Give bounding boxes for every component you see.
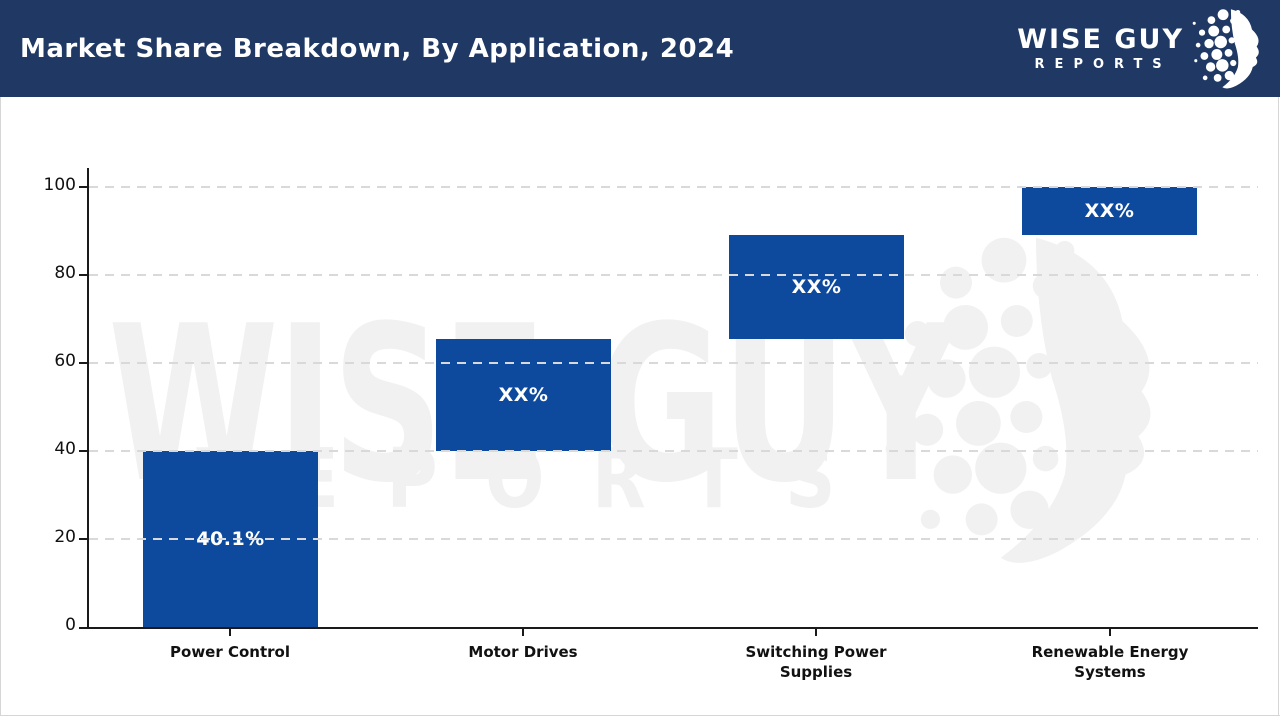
y-tick: [79, 627, 87, 629]
x-tick-label-renewable-energy-systems: Renewable Energy Systems: [1031, 643, 1189, 682]
y-axis-line: [87, 168, 89, 629]
frame-border-left: [0, 97, 1, 716]
y-tick: [79, 274, 87, 276]
logo-subtext: REPORTS: [1034, 57, 1172, 72]
wiseguy-logo: WISE GUY REPORTS: [1017, 6, 1266, 92]
bar-value-label: XX%: [791, 276, 842, 298]
y-tick-label: 0: [65, 615, 76, 635]
gridline-60: [89, 362, 1258, 364]
y-tick-label: 60: [54, 351, 76, 371]
bar-value-label: XX%: [498, 384, 549, 406]
chart-area: WISE GUY REPORTS 40.1% XX% XX%: [0, 97, 1280, 716]
gridline-20: [89, 538, 1258, 540]
logo-text: WISE GUY REPORTS: [1017, 26, 1184, 71]
x-tick: [229, 629, 231, 636]
y-tick: [79, 186, 87, 188]
wiseguy-head-icon: [1192, 8, 1259, 88]
x-tick: [522, 629, 524, 636]
y-tick-label: 40: [54, 439, 76, 459]
gridline-100: [89, 186, 1258, 188]
logo-wordmark: WISE GUY: [1017, 24, 1184, 55]
x-tick-label-switching-power-supplies: Switching Power Supplies: [745, 643, 887, 682]
frame-border-right: [1278, 97, 1279, 716]
header: Market Share Breakdown, By Application, …: [0, 0, 1280, 97]
y-tick-label: 80: [54, 263, 76, 283]
y-tick: [79, 362, 87, 364]
frame-border-bottom: [0, 715, 1280, 716]
gridline-80: [89, 274, 1258, 276]
y-tick-label: 20: [54, 527, 76, 547]
bar-motor-drives: XX%: [436, 339, 611, 451]
bar-switching-power-supplies: XX%: [729, 235, 904, 339]
bar-renewable-energy-systems: XX%: [1022, 187, 1197, 235]
x-tick: [1109, 629, 1111, 636]
x-tick: [815, 629, 817, 636]
y-tick: [79, 538, 87, 540]
watermark-head-icon: [879, 237, 1151, 563]
page-title: Market Share Breakdown, By Application, …: [20, 33, 735, 64]
x-axis-line: [87, 627, 1258, 629]
gridline-40: [89, 450, 1258, 452]
x-tick-label-motor-drives: Motor Drives: [468, 643, 578, 661]
x-tick-label-power-control: Power Control: [170, 643, 290, 661]
y-tick-label: 100: [43, 175, 76, 195]
bar-value-label: XX%: [1084, 200, 1135, 222]
y-tick: [79, 450, 87, 452]
